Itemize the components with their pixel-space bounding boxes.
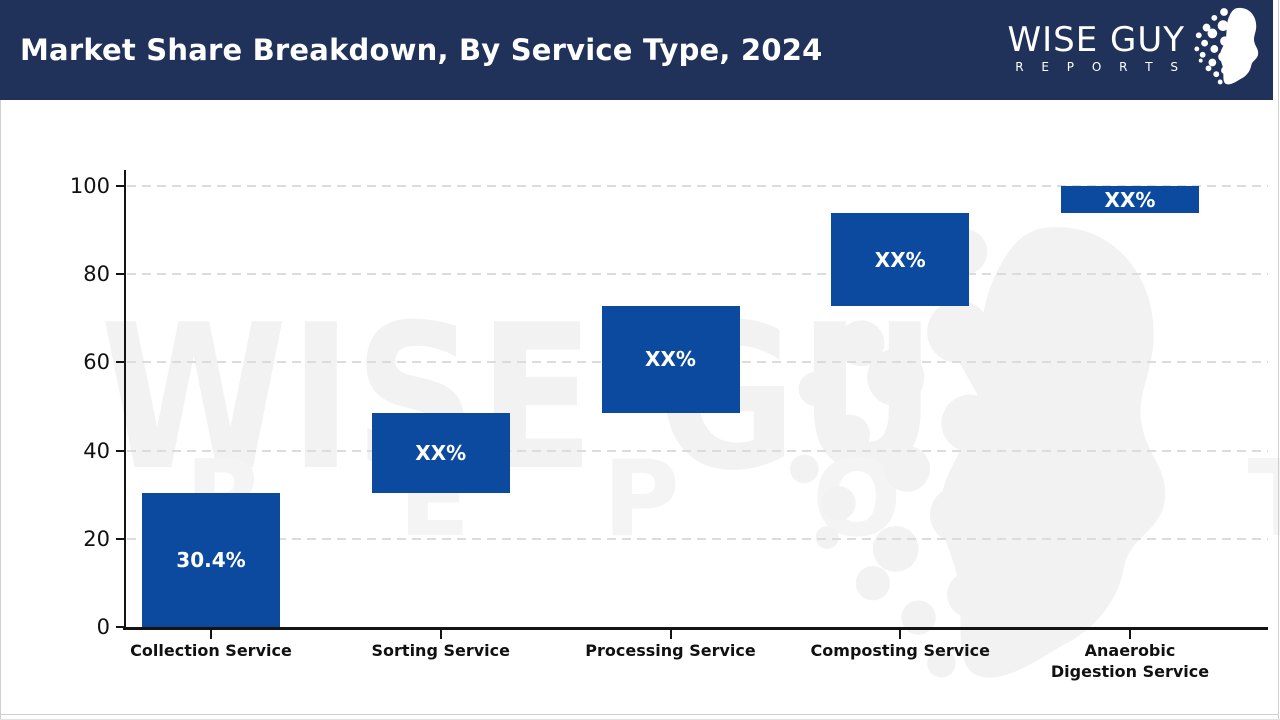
bar-value-label: XX%	[415, 440, 467, 465]
x-tick-label-sorting-service: Sorting Service	[321, 640, 561, 661]
figure-rule-bottom	[0, 714, 1279, 715]
y-tick	[116, 449, 125, 452]
y-tick	[116, 361, 125, 364]
y-tick	[116, 185, 125, 187]
x-axis-line	[123, 627, 1268, 630]
gridline	[127, 449, 1268, 452]
figure-edge-left	[0, 100, 1, 720]
x-tick-label-line: Sorting Service	[371, 641, 510, 660]
bar-value-label: XX%	[645, 347, 696, 372]
x-tick-label-line: Composting Service	[810, 641, 990, 660]
watermark-wordmark: WISE GUY	[100, 282, 1063, 515]
gridline	[127, 185, 1268, 187]
y-axis-line	[124, 170, 126, 630]
x-tick	[1129, 630, 1131, 639]
x-tick	[899, 630, 902, 639]
y-tick	[116, 273, 125, 276]
x-tick	[210, 630, 212, 639]
x-tick-label-collection-service: Collection Service	[91, 640, 331, 661]
logo-head-icon	[1194, 7, 1259, 85]
x-tick-label-processing-service: Processing Service	[551, 640, 791, 661]
wiseguy-logo: WISE GUY R E P O R T S	[1007, 6, 1259, 88]
y-tick	[116, 537, 125, 540]
watermark-subtitle: R E P O R T S	[185, 438, 1280, 560]
logo-wordmark: WISE GUY	[1007, 20, 1185, 60]
logo-subtitle: R E P O R T S	[1015, 60, 1185, 74]
report-title: Market Share Breakdown, By Service Type,…	[20, 33, 823, 67]
watermark-head-icon	[790, 227, 1166, 678]
figure-edge-right	[1278, 0, 1279, 720]
x-tick	[669, 630, 672, 639]
logo-text: WISE GUY R E P O R T S	[1007, 20, 1185, 74]
x-tick	[439, 630, 442, 639]
bar-value-label: 30.4%	[176, 547, 246, 572]
y-tick-label: 20	[83, 526, 110, 551]
header: Market Share Breakdown, By Service Type,…	[0, 0, 1273, 100]
y-tick-label: 40	[83, 438, 110, 463]
x-tick-label-line: Processing Service	[585, 641, 756, 660]
bar-processing-service: XX%	[601, 305, 740, 413]
y-tick-label: 100	[69, 174, 110, 198]
gridline	[127, 273, 1268, 276]
bar-composting-service: XX%	[831, 213, 970, 306]
y-tick	[116, 626, 125, 628]
x-tick-label-line: Digestion Service	[1050, 662, 1210, 681]
x-tick-label-line: Collection Service	[130, 641, 292, 660]
x-tick-label-composting-service: Composting Service	[780, 640, 1020, 661]
bar-anaerobic-digestion-service: XX%	[1061, 186, 1199, 214]
y-tick-label: 80	[83, 262, 110, 287]
bar-value-label: XX%	[874, 247, 926, 272]
y-tick-label: 60	[83, 350, 110, 375]
x-tick-label-anaerobic-digestion-service: Anaerobic Digestion Service	[1010, 640, 1250, 682]
bar-value-label: XX%	[1104, 187, 1156, 212]
bar-collection-service: 30.4%	[142, 492, 280, 627]
bar-sorting-service: XX%	[371, 412, 510, 493]
x-tick-label-line: Anaerobic	[1084, 641, 1176, 660]
y-tick-label: 0	[96, 615, 110, 639]
gridline	[127, 537, 1268, 540]
